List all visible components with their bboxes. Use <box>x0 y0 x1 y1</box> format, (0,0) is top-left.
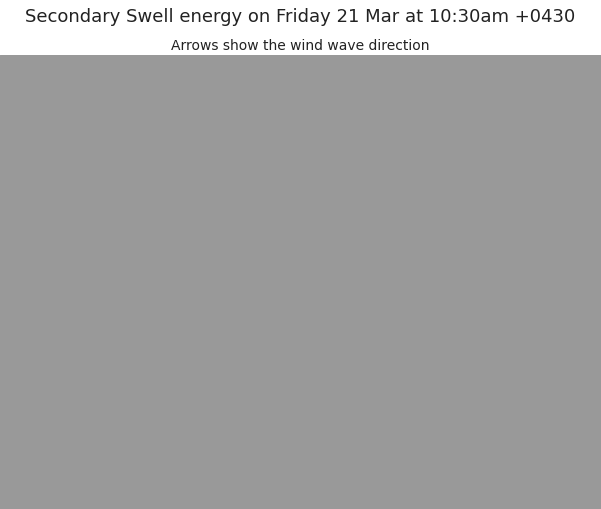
Text: Arrows show the wind wave direction: Arrows show the wind wave direction <box>171 39 430 53</box>
Text: Secondary Swell energy on Friday 21 Mar at 10:30am +0430: Secondary Swell energy on Friday 21 Mar … <box>25 8 576 26</box>
